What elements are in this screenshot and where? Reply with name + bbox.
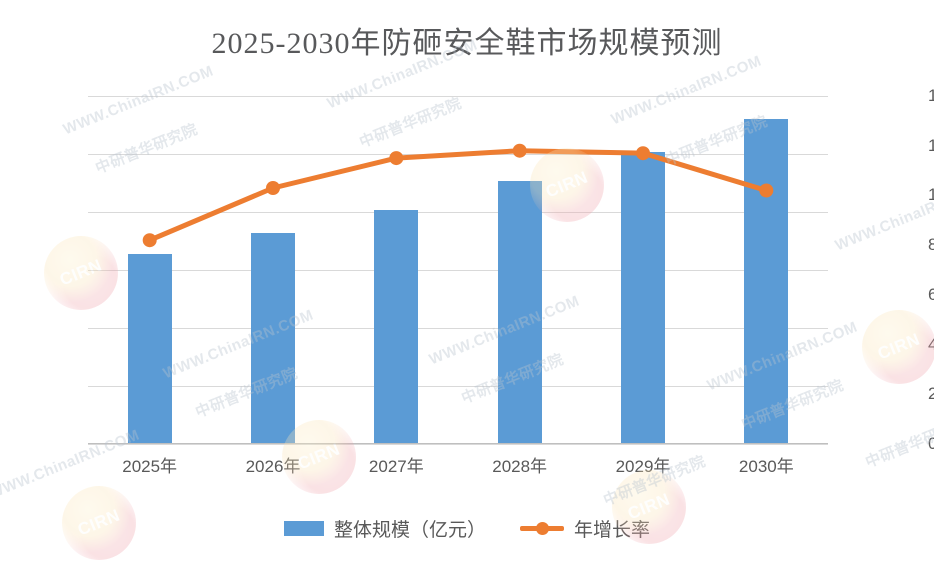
legend-label-bar: 整体规模（亿元） xyxy=(333,520,486,541)
line-marker-2026年[interactable] xyxy=(266,181,280,195)
growth-line-svg xyxy=(142,143,774,248)
line-marker-2030年[interactable] xyxy=(759,183,774,198)
y-axis-right: 0.00% 2.00% 4.00% 6.00% 8.00% 10.00% 12.00% 14.… xyxy=(88,86,934,453)
y-tick-right-12.00%: 12.00% xyxy=(928,135,934,155)
x-tick-2025年: 2025年 xyxy=(122,457,178,476)
legend-item-bar[interactable]: 整体规模（亿元） xyxy=(283,515,486,542)
x-tick-2029年: 2029年 xyxy=(615,457,671,476)
line-marker-2027年[interactable] xyxy=(389,151,404,166)
x-tick-2027年: 2027年 xyxy=(368,457,424,476)
gridline xyxy=(88,444,828,445)
bar-2027年[interactable] xyxy=(374,209,419,444)
x-axis: 2025年 2026年 2027年 2028年 2029年 2030年 xyxy=(88,452,828,482)
line-marker-2025年[interactable] xyxy=(142,233,157,248)
y-tick-right-0.00%: 0.00% xyxy=(928,434,934,453)
gridline xyxy=(88,328,828,329)
gridline xyxy=(88,270,828,271)
growth-rate-line xyxy=(147,148,769,243)
line-marker-2029年[interactable] xyxy=(636,146,650,161)
y-tick-right-6.00%: 6.00% xyxy=(928,284,934,304)
bar-2030年[interactable] xyxy=(744,119,789,444)
bar-2026年[interactable] xyxy=(251,232,295,444)
y-tick-right-10.00%: 10.00% xyxy=(928,185,934,205)
bar-2029年[interactable] xyxy=(621,151,665,444)
bar-2025年[interactable] xyxy=(127,253,172,444)
gridline xyxy=(88,212,828,213)
x-tick-2028年: 2028年 xyxy=(492,457,548,476)
y-tick-right-4.00%: 4.00% xyxy=(928,334,934,354)
bar-2028年[interactable] xyxy=(497,180,542,444)
chart-title: 2025-2030年防砸安全鞋市场规模预测 xyxy=(211,27,723,60)
chart-legend: 整体规模（亿元） 年增长率 xyxy=(0,515,934,542)
plot-area xyxy=(88,96,828,445)
y-tick-right-14.00%: 14.00% xyxy=(928,86,934,105)
y-tick-right-8.00%: 8.00% xyxy=(928,235,934,255)
legend-label-line: 年增长率 xyxy=(574,520,651,541)
gridline xyxy=(88,386,828,387)
x-tick-2030年: 2030年 xyxy=(738,457,794,476)
legend-swatch-line-icon xyxy=(520,521,564,536)
x-axis-line xyxy=(88,443,828,444)
legend-swatch-bar-icon xyxy=(283,521,324,536)
x-tick-2026年: 2026年 xyxy=(245,457,301,476)
gridline xyxy=(88,96,828,97)
line-series xyxy=(88,96,828,444)
line-marker-2028年[interactable] xyxy=(512,143,527,158)
y-tick-right-2.00%: 2.00% xyxy=(928,384,934,404)
legend-item-line[interactable]: 年增长率 xyxy=(520,515,650,542)
